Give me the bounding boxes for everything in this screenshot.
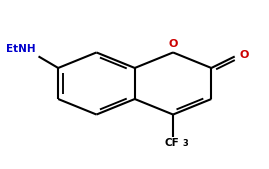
Text: O: O: [168, 39, 178, 50]
Text: EtNH: EtNH: [6, 44, 36, 54]
Text: O: O: [240, 51, 249, 61]
Text: 3: 3: [182, 139, 188, 148]
Text: CF: CF: [164, 138, 179, 148]
